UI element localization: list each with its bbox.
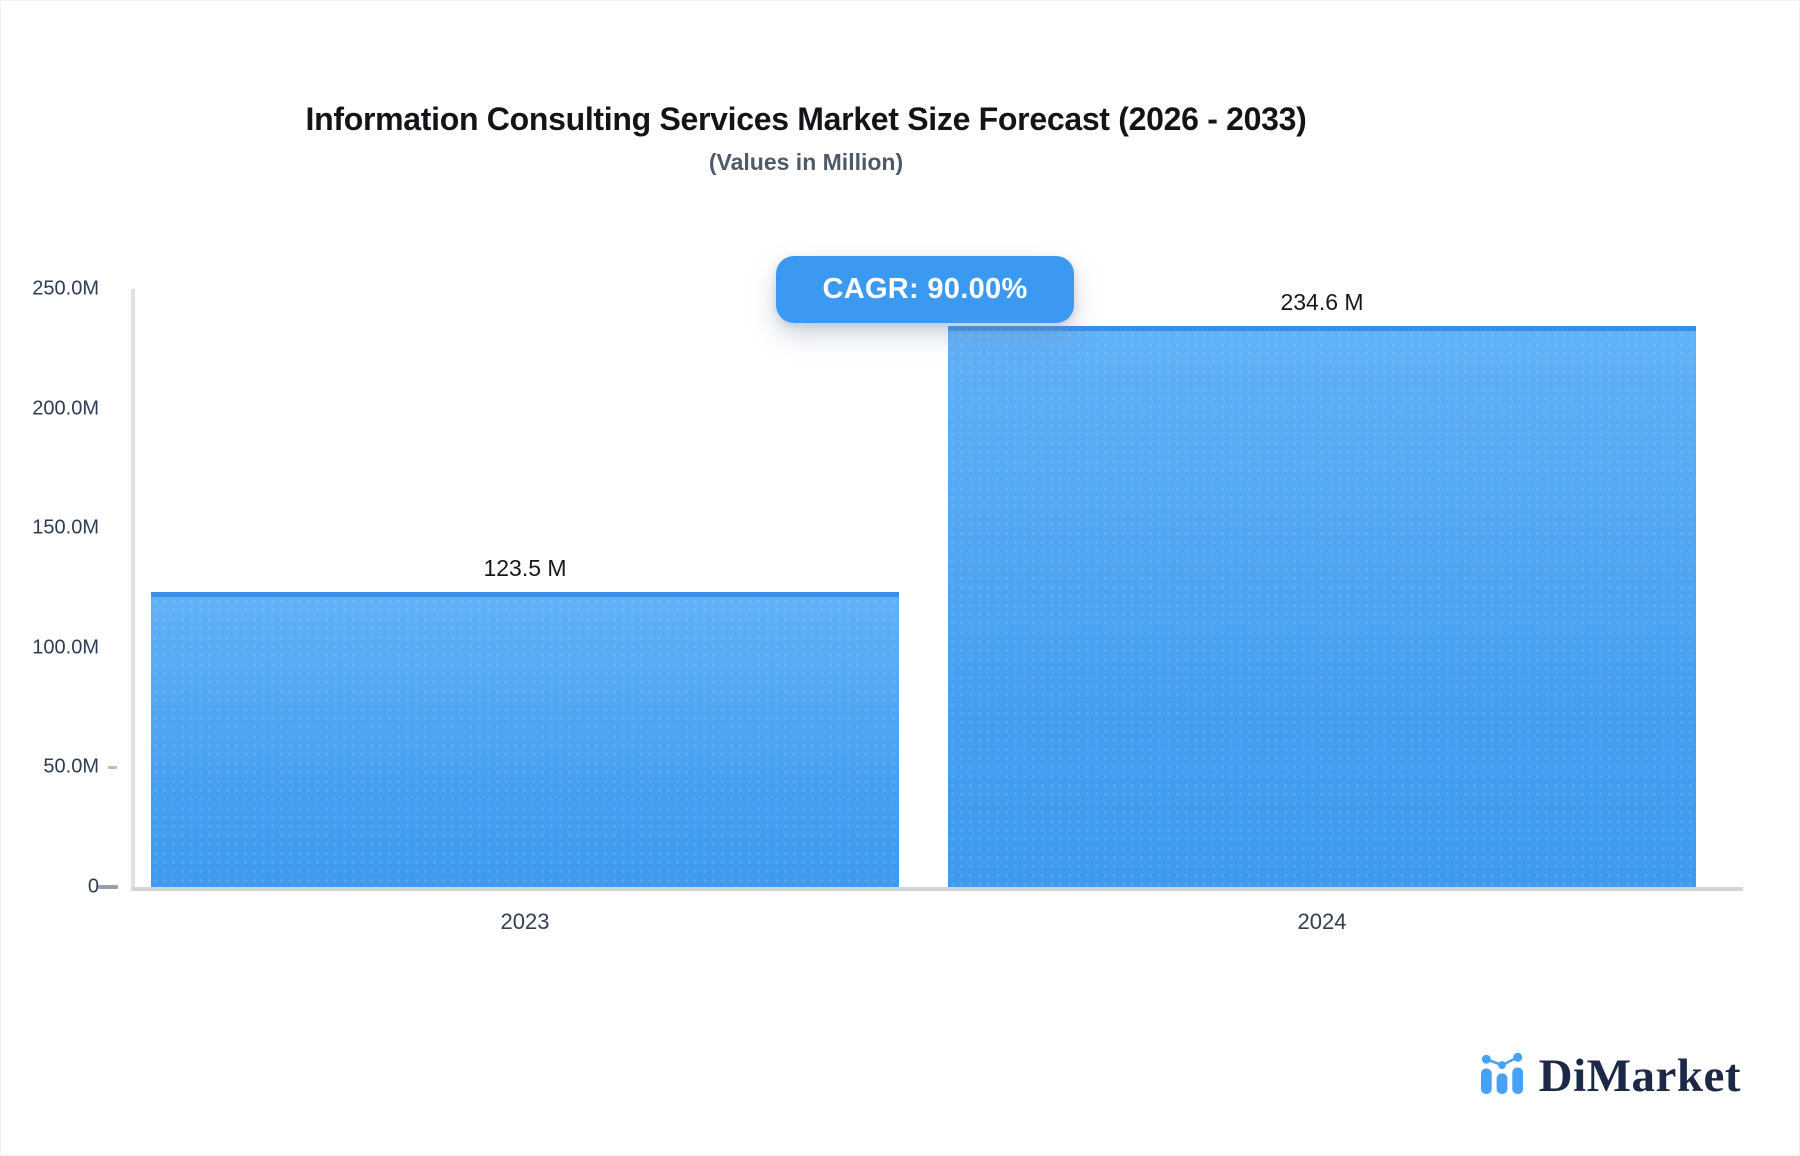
y-axis-tick-label: 0 [87, 875, 99, 898]
y-axis-tick-label: 50.0M [43, 755, 99, 778]
bar-2023[interactable] [151, 592, 899, 887]
bar-value-label: 234.6 M [1280, 289, 1364, 315]
dimarket-logo-text: DiMarket [1538, 1050, 1741, 1102]
cagr-badge: CAGR: 90.00% [776, 256, 1074, 323]
bar-value-label: 123.5 M [483, 555, 567, 581]
bar-2024[interactable] [948, 326, 1696, 887]
chart-header: Information Consulting Services Market S… [1, 101, 1611, 176]
dimarket-logo-icon [1479, 1043, 1526, 1101]
dimarket-logo: DiMarket [1479, 1043, 1741, 1101]
x-axis-category-label: 2023 [500, 909, 550, 934]
y-axis-line [131, 289, 135, 887]
y-axis-tick-mark [98, 885, 118, 889]
y-axis-tick-label: 100.0M [32, 636, 99, 659]
y-axis-tick-mark [108, 765, 117, 769]
y-axis-tick-label: 250.0M [32, 277, 99, 300]
y-axis-tick-label: 200.0M [32, 397, 99, 420]
x-axis-line [131, 887, 1743, 891]
y-axis-tick-label: 150.0M [32, 516, 99, 539]
chart-title: Information Consulting Services Market S… [305, 101, 1307, 137]
chart-subtitle: (Values in Million) [708, 149, 904, 175]
x-axis-category-label: 2024 [1297, 909, 1347, 934]
